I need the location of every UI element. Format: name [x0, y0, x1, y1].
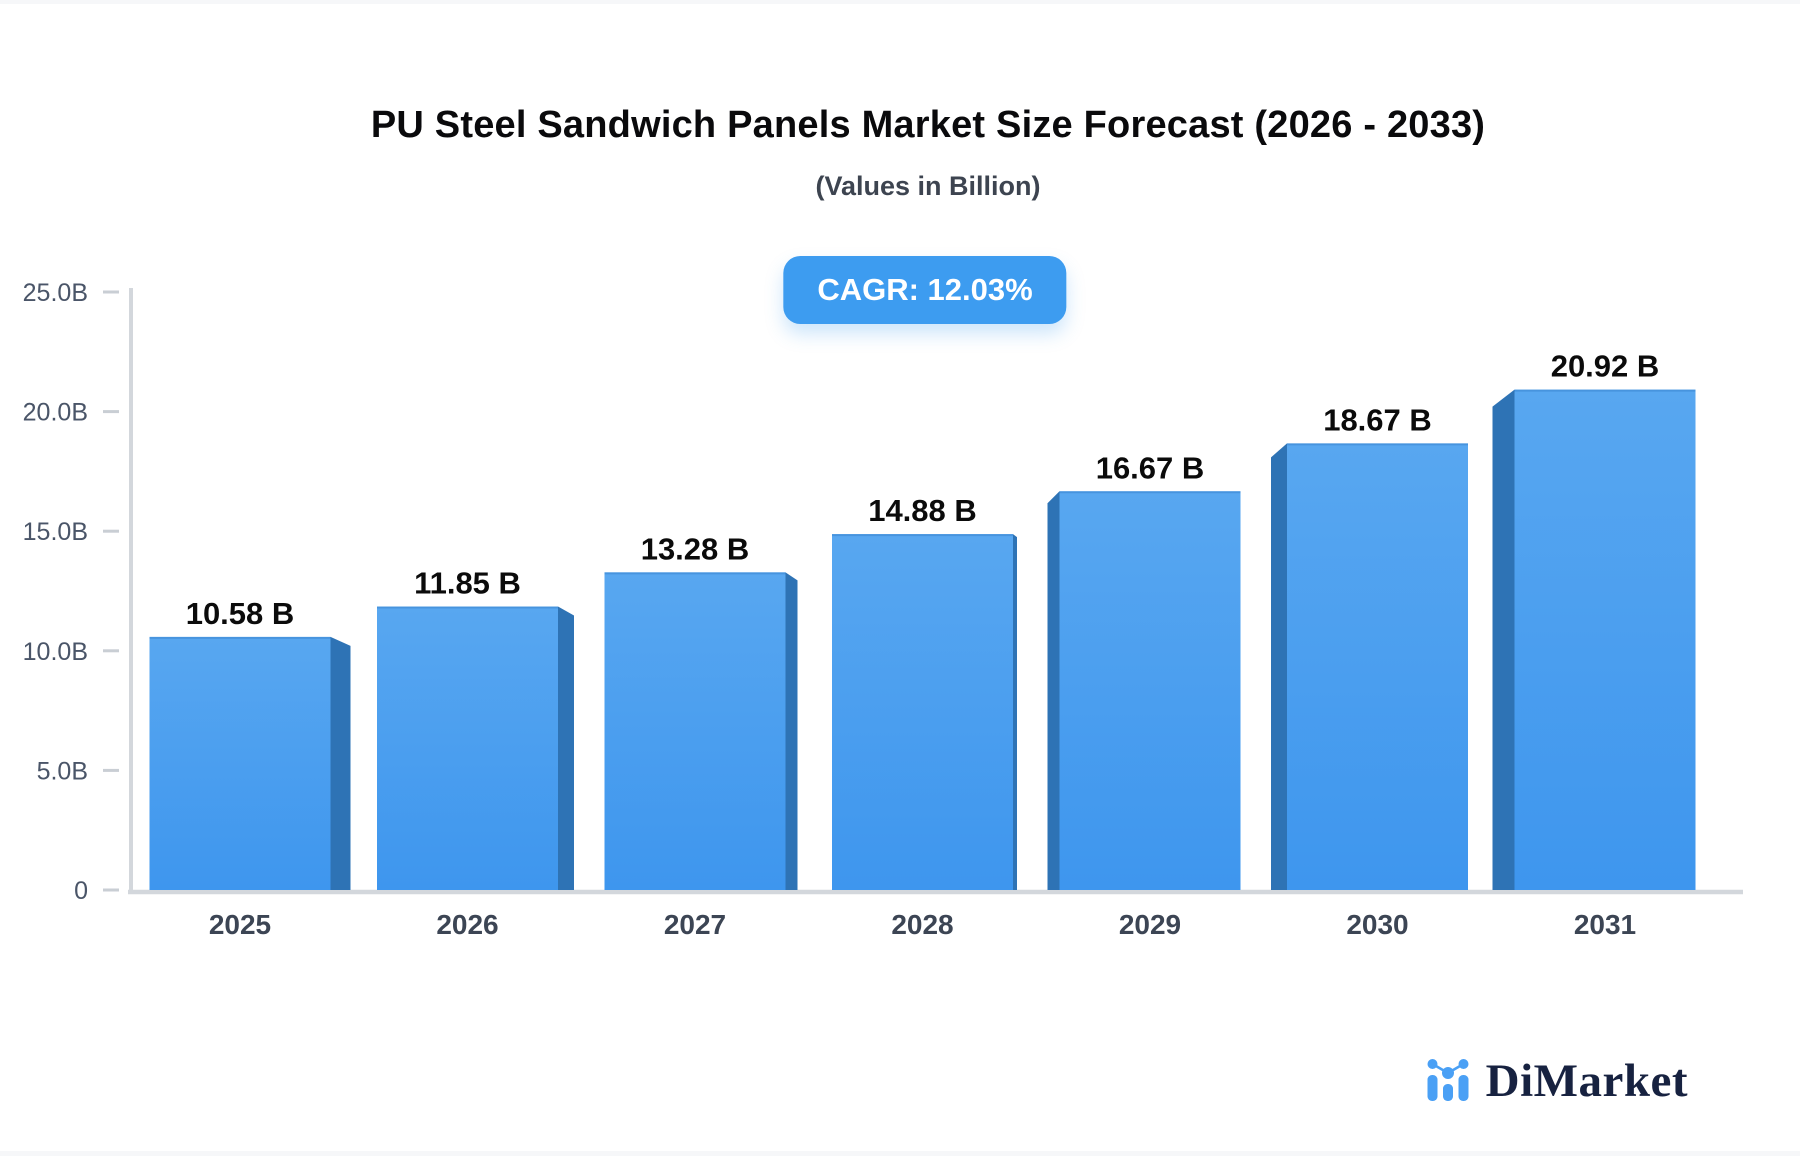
chart-subtitle: (Values in Billion): [815, 171, 1041, 201]
x-axis-label: 2028: [891, 909, 953, 940]
bar-side-face: [330, 636, 351, 890]
bar-side-face: [1271, 443, 1287, 890]
x-axis-label: 2029: [1119, 909, 1181, 940]
y-tick-label: 25.0B: [23, 279, 88, 307]
bar-value-label: 11.85 B: [414, 566, 521, 601]
bar-value-label: 10.58 B: [186, 596, 295, 631]
bar-value-label: 20.92 B: [1551, 349, 1660, 384]
bar-value-label: 14.88 B: [868, 493, 977, 528]
x-axis-label: 2030: [1346, 909, 1408, 940]
bar-side-face: [1047, 491, 1060, 890]
bar-side-face: [1492, 389, 1515, 890]
bar-front-face: [1287, 443, 1468, 890]
cagr-badge: CAGR: 12.03%: [783, 256, 1067, 324]
bar-front-face: [377, 606, 558, 890]
bar-value-label: 18.67 B: [1323, 402, 1432, 437]
y-tick-label: 15.0B: [23, 518, 88, 546]
bar-side-face: [558, 606, 574, 890]
bar-value-label: 13.28 B: [641, 531, 750, 566]
y-tick-label: 5.0B: [37, 757, 88, 785]
dimarket-logo-icon: [1427, 1059, 1469, 1101]
bar-front-face: [832, 534, 1013, 890]
bar-value-label: 16.67 B: [1096, 450, 1205, 485]
x-axis-label: 2026: [436, 909, 498, 940]
y-tick-label: 0: [74, 877, 88, 905]
x-axis-label: 2025: [209, 909, 271, 940]
y-tick-label: 10.0B: [23, 638, 88, 666]
bar-chart: 0 5.0B 10.0B 15.0B 20.0B 25.0B 10.58 B 2025 11.8…: [23, 279, 1743, 940]
brand-name: DiMarket: [1485, 1055, 1688, 1108]
brand-logo: DiMarket: [1427, 1055, 1688, 1108]
bar-side-face: [1013, 534, 1017, 890]
y-tick-label: 20.0B: [23, 399, 88, 427]
bar-front-face: [1059, 491, 1241, 890]
bar-front-face: [604, 572, 786, 890]
bar-front-face: [149, 636, 331, 890]
chart-title: PU Steel Sandwich Panels Market Size For…: [370, 104, 1486, 146]
bar-side-face: [785, 572, 798, 890]
x-axis-label: 2027: [664, 909, 726, 940]
bar-front-face: [1514, 389, 1696, 890]
x-axis-label: 2031: [1574, 909, 1636, 940]
